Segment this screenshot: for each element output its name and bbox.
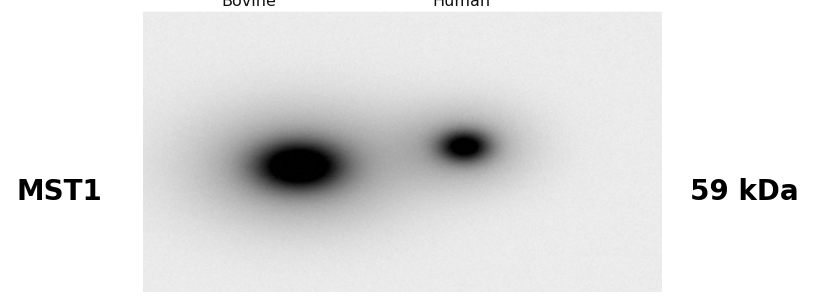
Text: Bovine
Fibroblast
Cells: Bovine Fibroblast Cells (210, 0, 288, 51)
Text: Human
Fibroblast
Cells: Human Fibroblast Cells (422, 0, 500, 51)
Text: MST1: MST1 (16, 178, 102, 206)
Text: 59 kDa: 59 kDa (690, 178, 798, 206)
